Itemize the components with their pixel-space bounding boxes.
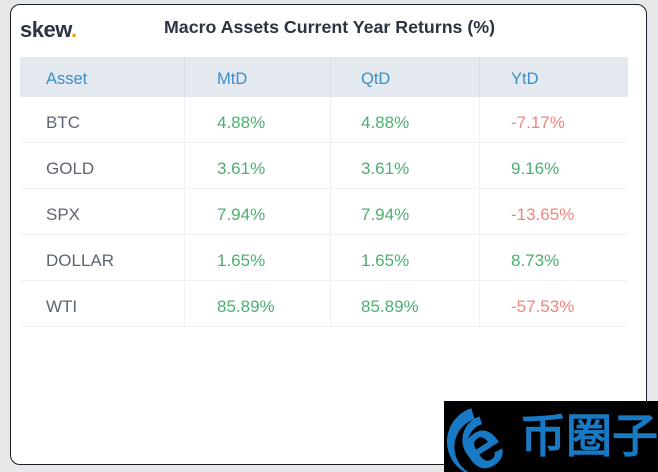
svg-text:币圈子: 币圈子 (520, 410, 658, 462)
